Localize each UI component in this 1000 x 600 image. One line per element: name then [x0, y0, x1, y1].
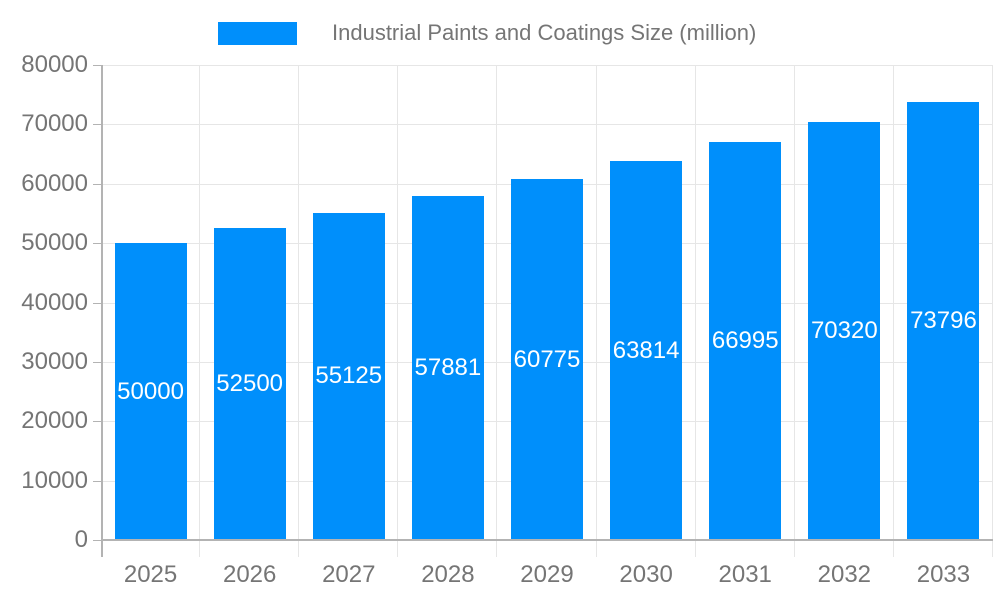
bar: 50000 — [114, 243, 187, 540]
bar: 55125 — [312, 212, 385, 540]
x-tick-label: 2027 — [322, 561, 376, 588]
x-gridline — [892, 65, 894, 557]
bar: 60775 — [511, 179, 583, 540]
y-tick-mark — [93, 302, 101, 304]
plot-area: 50000 52500 55125 57881 60775 63814 66995 70320… — [101, 65, 993, 557]
y-tick-label: 0 — [74, 526, 88, 553]
bar-value-label: 60775 — [513, 345, 581, 373]
y-tick-label: 80000 — [21, 51, 88, 78]
y-tick-label: 60000 — [21, 169, 88, 197]
x-tick-label: 2028 — [421, 561, 475, 588]
x-tick-label: 2031 — [718, 561, 772, 588]
y-tick-label: 70000 — [21, 110, 88, 138]
x-gridline — [793, 65, 795, 557]
x-gridline — [992, 65, 993, 557]
bar: 52500 — [213, 228, 286, 540]
legend-label: Industrial Paints and Coatings Size (mil… — [332, 20, 757, 45]
bar-value-label: 55125 — [315, 362, 383, 390]
x-tick-label: 2029 — [520, 561, 574, 588]
x-gridline — [595, 65, 597, 557]
x-gridline — [397, 65, 399, 557]
y-tick-mark — [93, 480, 101, 482]
bar: 70320 — [808, 122, 881, 540]
y-tick-mark — [93, 243, 101, 245]
bar-value-label: 50000 — [117, 377, 184, 405]
y-gridline — [101, 65, 993, 66]
bar: 57881 — [411, 196, 484, 540]
x-gridline — [496, 65, 498, 557]
x-tick-label: 2025 — [123, 561, 178, 588]
bar-value-label: 52500 — [216, 370, 284, 398]
bar-value-label: 57881 — [414, 354, 482, 382]
bar-value-label: 73796 — [910, 306, 977, 334]
bar: 66995 — [709, 142, 782, 540]
x-tick-label: 2032 — [817, 561, 872, 588]
y-tick-mark — [93, 361, 101, 363]
y-tick-label: 10000 — [21, 466, 88, 494]
bar: 73796 — [907, 101, 980, 540]
y-tick-mark — [93, 183, 101, 185]
y-tick-label: 30000 — [21, 347, 88, 375]
bar: 63814 — [610, 161, 683, 540]
legend: Industrial Paints and Coatings Size (mil… — [218, 20, 756, 46]
y-tick-label: 50000 — [21, 229, 88, 257]
y-gridline — [101, 124, 993, 126]
x-tick-label: 2030 — [619, 561, 673, 588]
bar-value-label: 70320 — [810, 317, 878, 345]
x-tick-label: 2033 — [916, 561, 971, 588]
bar-value-label: 66995 — [711, 327, 779, 355]
x-gridline — [298, 65, 300, 557]
x-gridline — [694, 65, 696, 557]
y-tick-mark — [93, 421, 101, 423]
y-tick-mark — [93, 540, 101, 541]
x-tick-label: 2026 — [222, 561, 277, 588]
y-tick-label: 20000 — [21, 407, 88, 435]
bar-value-label: 63814 — [612, 336, 680, 364]
y-tick-mark — [93, 65, 101, 66]
legend-swatch — [218, 21, 297, 45]
y-tick-mark — [93, 124, 101, 126]
y-axis-line — [101, 65, 103, 557]
x-gridline — [199, 65, 201, 557]
x-axis-line — [101, 539, 993, 541]
y-tick-label: 40000 — [21, 288, 88, 316]
